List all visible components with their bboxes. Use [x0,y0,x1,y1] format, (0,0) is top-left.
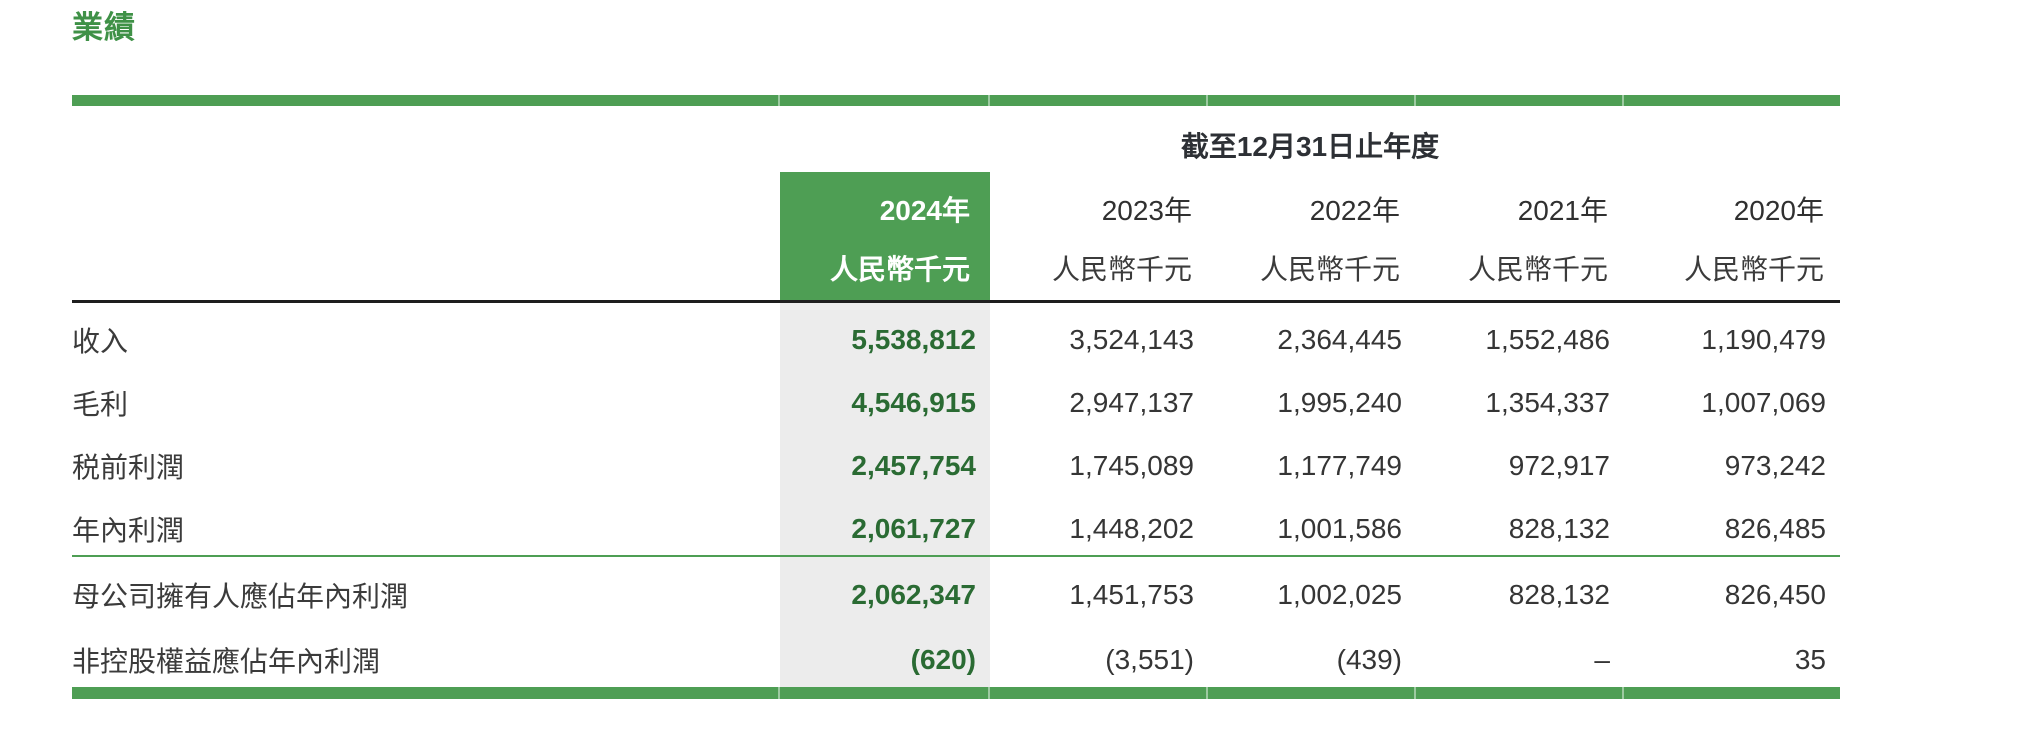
table-top-border-segment [72,95,780,106]
cell-profit-attr-nci-2023: (3,551) [1105,643,1194,675]
results-table: 截至12月31日止年度 2024年 2023年 2022年 2021年 2020… [72,95,1840,699]
cell-revenue-2024: 5,538,812 [851,323,976,355]
column-unit-2023: 人民幣千元 [1051,254,1192,285]
table-bottom-border-segment [1416,687,1624,699]
cell-profit-for-year-2021: 828,132 [1508,512,1610,544]
cell-revenue-2021: 1,552,486 [1485,323,1610,355]
cell-profit-for-year-2020: 826,485 [1724,512,1826,544]
section-divider-rule [72,555,1840,557]
cell-revenue-2023: 3,524,143 [1069,323,1194,355]
table-bottom-border-segment [72,687,780,699]
header-divider-rule [72,300,1840,303]
cell-profit-before-tax-2024: 2,457,754 [851,449,976,481]
table-bottom-border-segment [990,687,1208,699]
table-bottom-border-segment [1624,687,1840,699]
table-bottom-border-segment [780,687,990,699]
table-bottom-border-segment [1208,687,1416,699]
column-header-2023: 2023年 [1101,195,1192,226]
column-unit-2021: 人民幣千元 [1467,254,1608,285]
cell-revenue-2022: 2,364,445 [1277,323,1402,355]
cell-profit-attr-nci-2022: (439) [1336,643,1402,675]
cell-profit-attr-nci-2024: (620) [910,643,976,675]
row-label-gross-profit: 毛利 [72,388,129,420]
cell-profit-attr-parent-2023: 1,451,753 [1069,578,1194,610]
column-header-2022: 2022年 [1309,195,1400,226]
cell-profit-attr-parent-2021: 828,132 [1508,578,1610,610]
row-label-profit-before-tax: 税前利潤 [72,451,185,483]
cell-profit-attr-parent-2024: 2,062,347 [851,578,976,610]
column-header-2024: 2024年 [879,195,970,226]
table-top-border-segment [1208,95,1416,106]
cell-profit-for-year-2023: 1,448,202 [1069,512,1194,544]
cell-profit-before-tax-2023: 1,745,089 [1069,449,1194,481]
cell-profit-before-tax-2021: 972,917 [1508,449,1610,481]
cell-gross-profit-2024: 4,546,915 [851,386,976,418]
cell-profit-attr-parent-2022: 1,002,025 [1277,578,1402,610]
cell-profit-attr-parent-2020: 826,450 [1724,578,1826,610]
cell-profit-attr-nci-2021: – [1594,643,1610,675]
page-title: 業績 [72,10,136,45]
highlight-column-2024-body-bg [780,300,990,699]
cell-gross-profit-2022: 1,995,240 [1277,386,1402,418]
row-label-revenue: 收入 [72,325,129,357]
cell-profit-before-tax-2022: 1,177,749 [1277,449,1402,481]
column-unit-2020: 人民幣千元 [1683,254,1824,285]
cell-profit-attr-nci-2020: 35 [1794,643,1826,675]
cell-gross-profit-2023: 2,947,137 [1069,386,1194,418]
cell-revenue-2020: 1,190,479 [1701,323,1826,355]
column-header-2021: 2021年 [1517,195,1608,226]
table-top-border-segment [1624,95,1840,106]
column-header-2020: 2020年 [1733,195,1824,226]
highlight-column-2024-header-bg [780,172,990,300]
row-label-profit-for-year: 年內利潤 [72,514,185,546]
row-label-profit-attr-nci: 非控股權益應佔年內利潤 [72,645,381,677]
table-top-border-segment [990,95,1208,106]
cell-gross-profit-2020: 1,007,069 [1701,386,1826,418]
column-unit-2024: 人民幣千元 [829,254,970,285]
table-top-border-segment [780,95,990,106]
table-top-border-segment [1416,95,1624,106]
cell-profit-for-year-2024: 2,061,727 [851,512,976,544]
column-unit-2022: 人民幣千元 [1259,254,1400,285]
cell-profit-before-tax-2020: 973,242 [1724,449,1826,481]
cell-profit-for-year-2022: 1,001,586 [1277,512,1402,544]
row-label-profit-attr-parent: 母公司擁有人應佔年內利潤 [72,580,409,612]
cell-gross-profit-2021: 1,354,337 [1485,386,1610,418]
column-group-header: 截至12月31日止年度 [1180,131,1440,162]
